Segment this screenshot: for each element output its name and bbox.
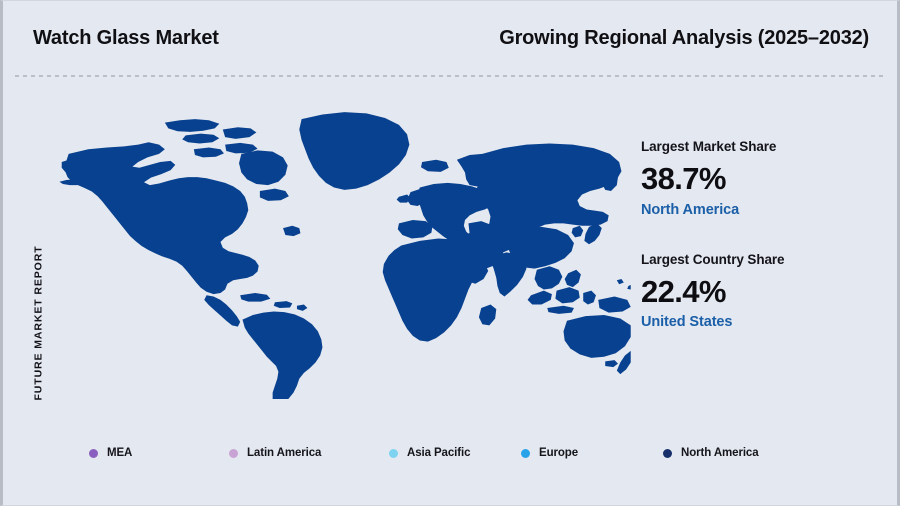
stat-largest-country-share: Largest Country Share 22.4% United State…	[641, 252, 891, 331]
legend-item-latin-america: Latin America	[229, 447, 389, 459]
pacific-islets	[616, 279, 631, 290]
stat-value: 38.7%	[641, 161, 727, 196]
turkey-caucasus	[466, 230, 503, 245]
legend-item-europe: Europe	[521, 447, 663, 459]
iceland-island	[420, 159, 449, 172]
russia-asia-landmass	[476, 143, 622, 255]
africa-landmass	[382, 238, 481, 342]
brand-vertical-text: FUTURE MARKET REPORT	[33, 245, 45, 401]
arctic-island-e	[259, 188, 289, 201]
java-island	[547, 305, 574, 314]
legend-label: Asia Pacific	[407, 447, 471, 459]
page-title: Watch Glass Market	[33, 26, 219, 49]
arctic-island-a	[182, 133, 220, 144]
north-america-landmass	[65, 142, 259, 295]
stat-region: North America	[641, 201, 740, 218]
new-guinea-island	[598, 296, 631, 313]
header-divider	[15, 75, 885, 77]
sulawesi-island	[583, 290, 596, 305]
central-america-landmass	[204, 295, 241, 327]
sumatra-island	[527, 290, 552, 305]
arctic-island-b	[222, 127, 257, 139]
cuba-island	[240, 292, 271, 302]
header-subtitle: Growing Regional Analysis (2025–2032)	[499, 26, 869, 49]
new-zealand-islands	[616, 350, 631, 375]
legend-dot-icon	[229, 448, 238, 458]
greenland-landmass	[299, 112, 410, 190]
philippines-islands	[564, 269, 581, 288]
legend-item-asia-pacific: Asia Pacific	[389, 447, 521, 459]
stat-label: Largest Country Share	[641, 251, 785, 267]
legend-label: MEA	[107, 447, 133, 459]
aleutian-islands	[59, 179, 87, 186]
legend-dot-icon	[521, 448, 530, 458]
south-america-landmass	[242, 311, 323, 399]
legend-dot-icon	[89, 448, 98, 458]
world-map	[51, 89, 631, 399]
legend-dot-icon	[389, 448, 398, 458]
baffin-island	[239, 150, 288, 186]
legend-item-north-america: North America	[663, 447, 759, 459]
stat-value: 22.4%	[641, 273, 727, 309]
legend-dot-icon	[663, 448, 672, 458]
legend-item-mea: MEA	[89, 447, 229, 459]
legend-label: North America	[681, 447, 759, 459]
british-isles	[407, 188, 430, 207]
legend-label: Europe	[539, 447, 579, 459]
legend-label: Latin America	[247, 447, 322, 459]
alaska-landmass	[61, 157, 104, 176]
india-landmass	[491, 252, 527, 297]
borneo-island	[555, 287, 580, 304]
map-landmasses	[59, 112, 631, 399]
arctic-island-d	[193, 147, 224, 158]
japan-islands	[584, 223, 602, 245]
ireland-island	[396, 194, 411, 203]
canadian-arctic-archipelago	[164, 119, 220, 132]
southeast-asia-landmass	[534, 266, 563, 290]
brand-vertical-label: FUTURE MARKET REPORT	[29, 233, 49, 413]
iberia-landmass	[397, 219, 433, 239]
world-map-svg	[59, 112, 631, 399]
stat-label: Largest Market Share	[641, 139, 777, 154]
stat-largest-market-share: Largest Market Share 38.7% North America	[641, 139, 891, 218]
kamchatka-peninsula	[601, 172, 618, 191]
western-europe-landmass	[417, 182, 496, 247]
newfoundland-island	[283, 225, 301, 237]
caribbean-islets	[296, 304, 308, 311]
legend: MEA Latin America Asia Pacific Europe No…	[89, 447, 857, 459]
tasmania-island	[605, 360, 618, 368]
header: Watch Glass Market Growing Regional Anal…	[3, 1, 897, 75]
stats-panel: Largest Market Share 38.7% North America…	[641, 139, 891, 364]
hispaniola-island	[273, 301, 293, 309]
korea-peninsula	[571, 225, 584, 238]
stat-region: United States	[641, 314, 733, 331]
madagascar-island	[478, 304, 497, 326]
australia-landmass	[563, 314, 631, 358]
italy-landmass	[452, 225, 467, 244]
china-landmass	[506, 226, 574, 269]
arctic-island-c	[225, 142, 258, 154]
